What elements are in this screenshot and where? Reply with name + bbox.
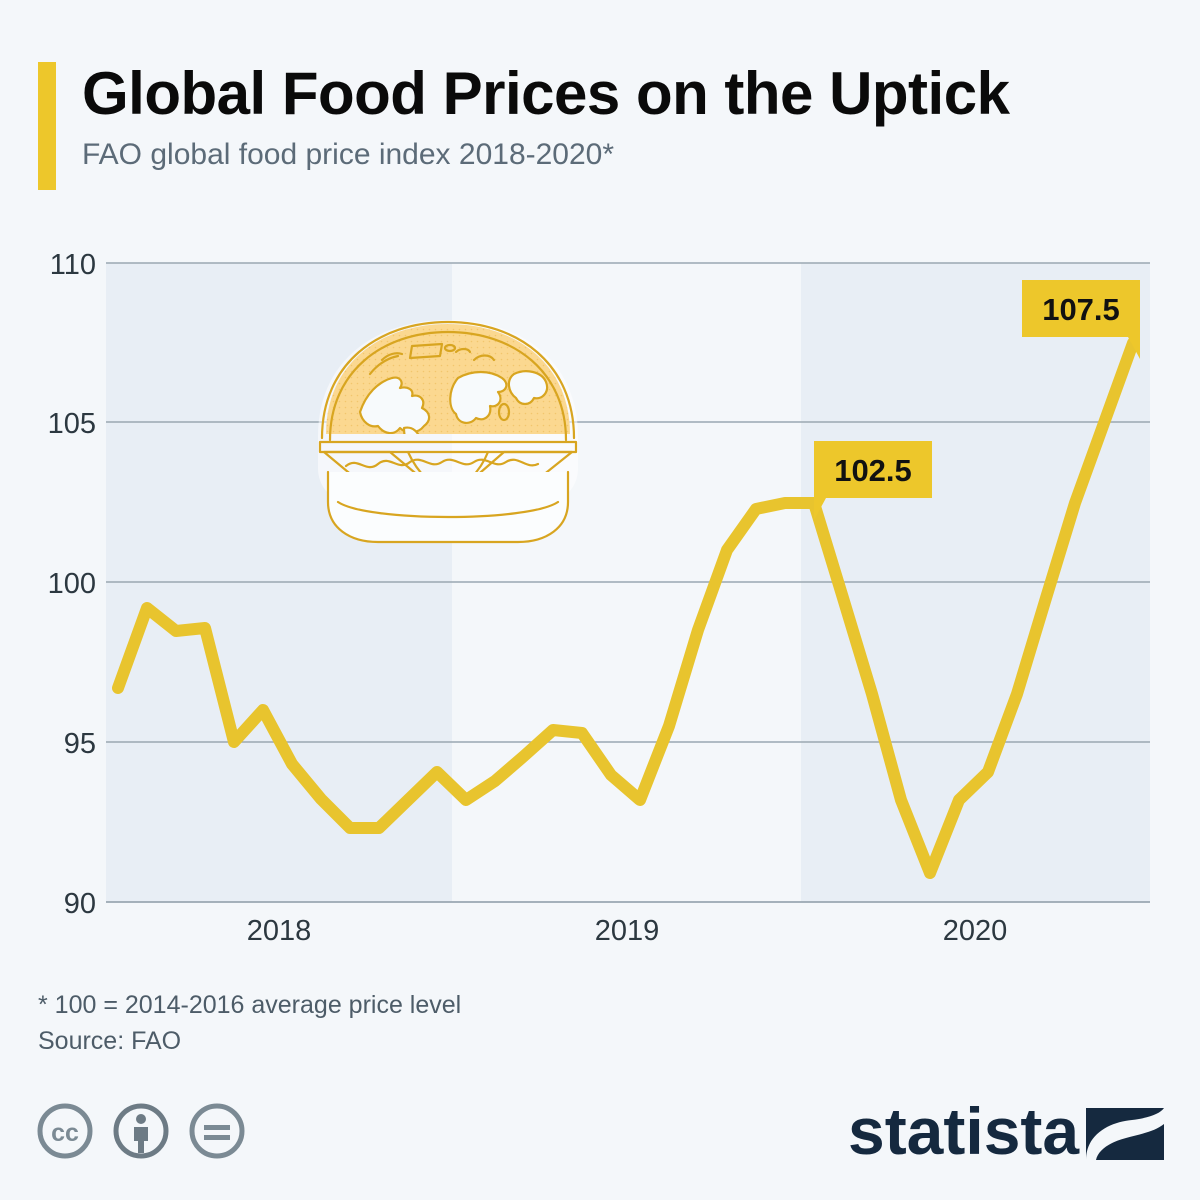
statista-wordmark[interactable]: statista <box>848 1094 1168 1174</box>
statista-logo[interactable]: statista <box>848 1094 1168 1174</box>
cc-by-person-icon[interactable] <box>112 1102 170 1160</box>
annotation-102-5: 102.5 <box>814 441 932 520</box>
ytick-label-90: 90 <box>64 888 96 920</box>
xtick-label-2020: 2020 <box>943 915 1008 947</box>
statista-s-mark <box>1086 1108 1164 1160</box>
svg-text:cc: cc <box>51 1119 79 1147</box>
header-text: Global Food Prices on the Uptick FAO glo… <box>82 60 1010 190</box>
header: Global Food Prices on the Uptick FAO glo… <box>38 62 1168 190</box>
bottom-bun-crease <box>336 500 560 519</box>
x-axis: 2018 2019 2020 <box>106 901 1150 947</box>
sesame-6 <box>443 343 457 353</box>
cheese-layer <box>318 440 578 454</box>
continent-asia <box>507 370 549 406</box>
line-chart: 110 105 100 95 90 <box>48 249 1150 947</box>
sesame-5 <box>472 354 496 362</box>
sesame-7 <box>497 402 511 422</box>
annotation-107-5-bubble <box>1022 280 1140 359</box>
ytick-label-100: 100 <box>48 568 96 600</box>
annotation-102-5-bubble <box>814 441 932 520</box>
license-badges: cc <box>36 1102 246 1160</box>
ytick-label-95: 95 <box>64 728 96 760</box>
footnote-text: * 100 = 2014-2016 average price level <box>38 991 462 1019</box>
globe-burger-illustration <box>318 320 578 544</box>
continent-europe-africa <box>449 370 508 424</box>
top-bun-outline <box>320 320 576 440</box>
chart-container: 110 105 100 95 90 <box>0 238 1200 958</box>
xtick-label-2018: 2018 <box>247 915 312 947</box>
sesame-1 <box>368 354 400 376</box>
page-subtitle: FAO global food price index 2018-2020* <box>82 137 615 171</box>
statista-wordmark-text: statista <box>848 1094 1080 1168</box>
source-text: Source: FAO <box>38 1026 182 1055</box>
ytick-label-105: 105 <box>48 408 96 440</box>
continent-south-america <box>402 426 422 434</box>
sesame-4 <box>454 347 472 354</box>
continent-north-america <box>358 376 431 434</box>
annotation-102-5-label: 102.5 <box>834 453 912 488</box>
footnotes: * 100 = 2014-2016 average price level So… <box>38 988 461 1059</box>
y-axis: 110 105 100 95 90 <box>48 249 96 920</box>
cc-icon[interactable]: cc <box>36 1102 94 1160</box>
page-title: Global Food Prices on the Uptick <box>82 60 1010 127</box>
accent-bar <box>38 62 56 190</box>
cc-nd-equals-icon[interactable] <box>188 1102 246 1160</box>
price-index-line <box>112 337 1139 879</box>
sesame-2 <box>380 352 404 362</box>
top-bun-inner-outline <box>328 330 568 442</box>
sesame-3 <box>408 342 444 360</box>
globe-fill <box>326 324 570 434</box>
bottom-bun-outline <box>326 470 570 544</box>
ytick-label-110: 110 <box>50 249 96 281</box>
xtick-label-2019: 2019 <box>595 915 660 947</box>
annotation-107-5: 107.5 <box>1022 280 1140 359</box>
annotation-107-5-label: 107.5 <box>1042 292 1120 327</box>
lettuce-layer <box>344 458 540 469</box>
